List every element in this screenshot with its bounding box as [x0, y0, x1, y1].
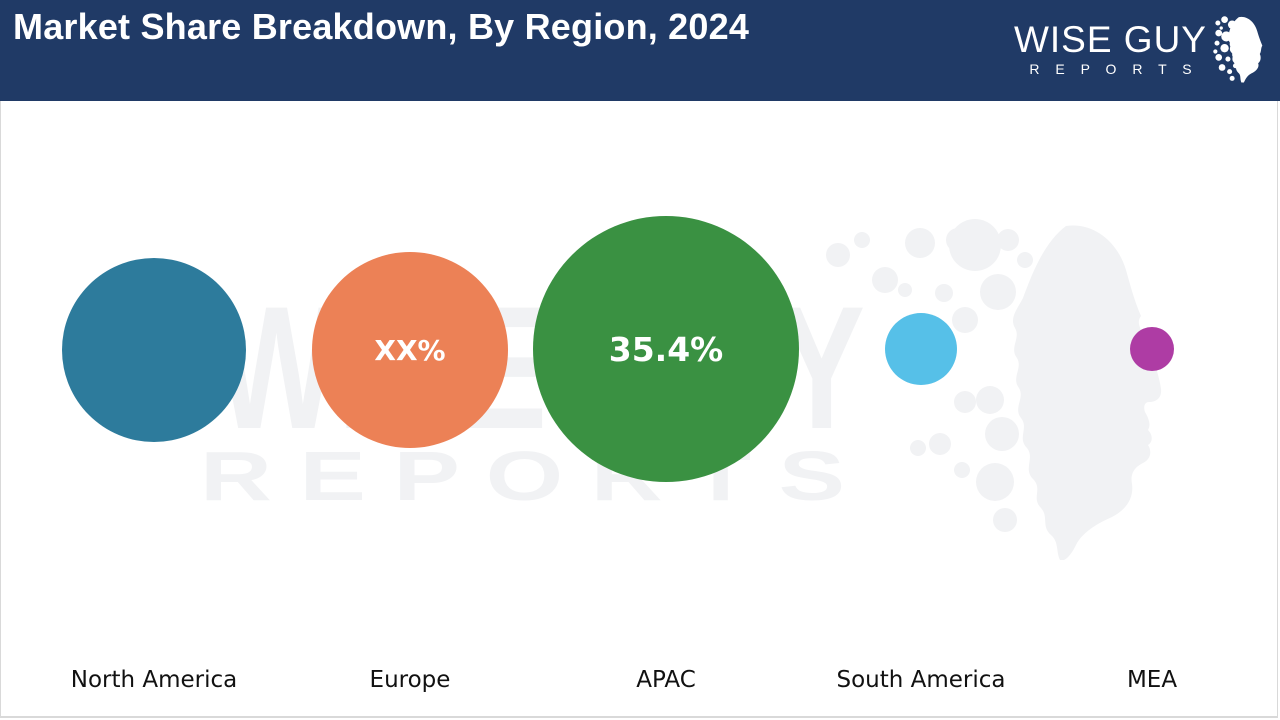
- bubble-value-label: 35.4%: [608, 329, 724, 369]
- category-label-europe: Europe: [369, 667, 451, 693]
- brand-subtitle: R E P O R T S: [1029, 61, 1198, 77]
- brand-logo-text: WISE GUY R E P O R T S: [1014, 21, 1207, 77]
- bubble-north-america: [62, 258, 246, 442]
- category-label-north-america: North America: [70, 667, 238, 693]
- header: Market Share Breakdown, By Region, 2024 …: [0, 0, 1280, 101]
- brand-name: WISE GUY: [1013, 19, 1207, 60]
- bubble-europe: XX%: [312, 252, 508, 448]
- bubble-apac: 35.4%: [533, 216, 799, 482]
- brand-head-icon: [1213, 16, 1263, 83]
- category-label-apac: APAC: [636, 667, 696, 693]
- bubble-mea: [1130, 327, 1174, 371]
- brand-logo: WISE GUY R E P O R T S: [1014, 9, 1264, 89]
- category-label-south-america: South America: [836, 667, 1006, 693]
- page-title: Market Share Breakdown, By Region, 2024: [13, 6, 750, 47]
- bubble-south-america: [885, 313, 957, 385]
- category-label-mea: MEA: [1126, 667, 1178, 693]
- bubble-value-label: XX%: [374, 333, 446, 367]
